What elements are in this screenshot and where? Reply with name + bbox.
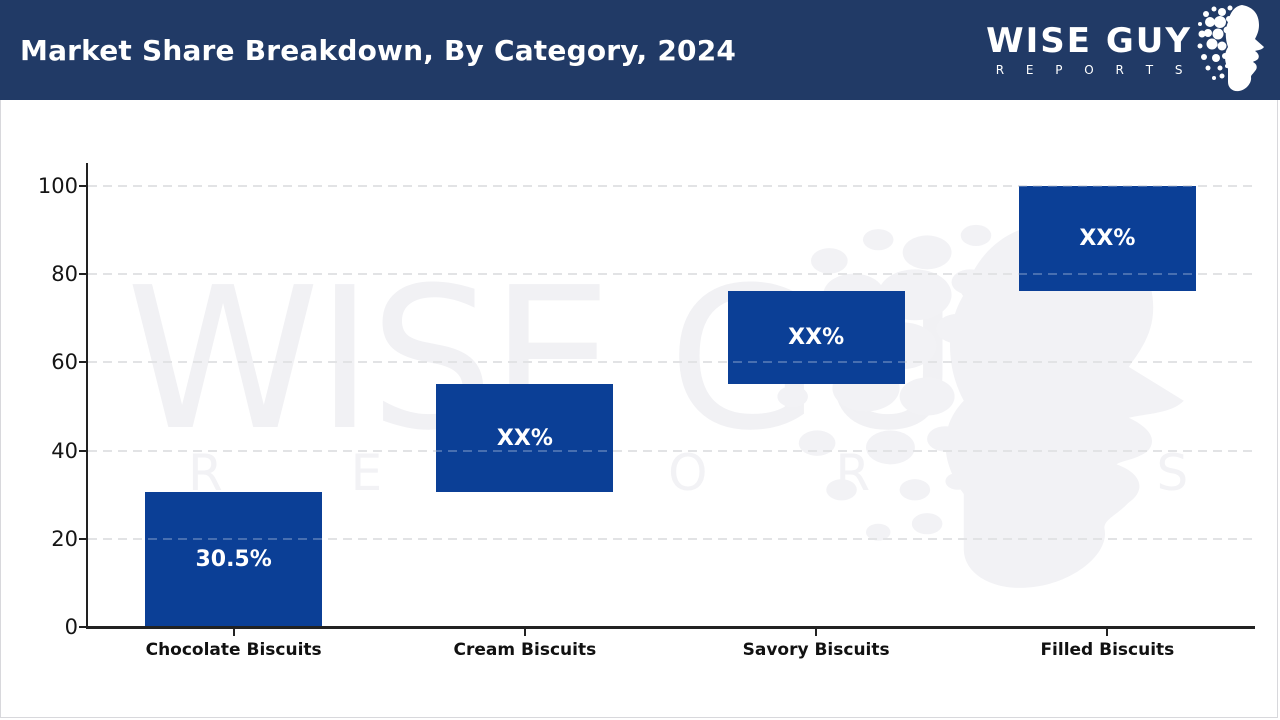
y-tick-label: 20 (51, 526, 78, 551)
x-tick-mark (1106, 629, 1109, 636)
y-tick-label: 40 (51, 438, 78, 463)
y-tick-label: 60 (51, 350, 78, 375)
gridline-overlay (88, 273, 1253, 276)
y-tick-label: 80 (51, 262, 78, 287)
gridline-overlay (88, 449, 1253, 452)
gridline-overlay (88, 537, 1253, 540)
y-tick-mark (79, 185, 86, 187)
y-tick-label: 100 (37, 174, 78, 198)
gridline (88, 537, 1253, 540)
y-axis-line (86, 163, 88, 629)
bar-chocolate-biscuits: 30.5% (145, 492, 323, 627)
brand-name: WISE GUY (986, 20, 1192, 61)
gridline (88, 449, 1253, 452)
gridline-overlay (88, 361, 1253, 364)
bar-value-label: XX% (1079, 225, 1136, 251)
category-label: Savory Biscuits (742, 640, 890, 660)
category-label: Chocolate Biscuits (145, 640, 322, 660)
category-label: Cream Biscuits (453, 640, 597, 660)
bar-value-label: 30.5% (195, 547, 272, 573)
brand-subname: R E P O R T S (995, 62, 1192, 77)
bar-cream-biscuits: XX% (436, 384, 614, 493)
x-tick-mark (523, 629, 526, 636)
bar-filled-biscuits: XX% (1018, 186, 1196, 291)
gridline (88, 185, 1253, 187)
face-dots-icon (1194, 2, 1266, 98)
bar-value-label: XX% (496, 425, 553, 451)
x-tick-mark (815, 629, 818, 636)
category-label: Filled Biscuits (1040, 640, 1175, 660)
bar-savory-biscuits: XX% (727, 290, 905, 385)
x-tick-mark (232, 629, 235, 636)
y-tick-mark (79, 273, 86, 276)
page-title: Market Share Breakdown, By Category, 202… (20, 33, 737, 67)
y-tick-mark (79, 449, 86, 452)
brand-logo: WISE GUY R E P O R T S (986, 2, 1266, 98)
y-tick-label: 0 (64, 615, 78, 639)
brand-logo-text: WISE GUY R E P O R T S (986, 24, 1192, 77)
gridline (88, 361, 1253, 364)
header-bar: Market Share Breakdown, By Category, 202… (0, 0, 1280, 100)
y-tick-mark (79, 361, 86, 364)
gridline-overlay (88, 185, 1253, 187)
x-axis-line (86, 626, 1255, 629)
y-tick-mark (79, 537, 86, 540)
gridline (88, 273, 1253, 276)
y-tick-mark (79, 626, 86, 628)
bar-value-label: XX% (788, 325, 845, 351)
